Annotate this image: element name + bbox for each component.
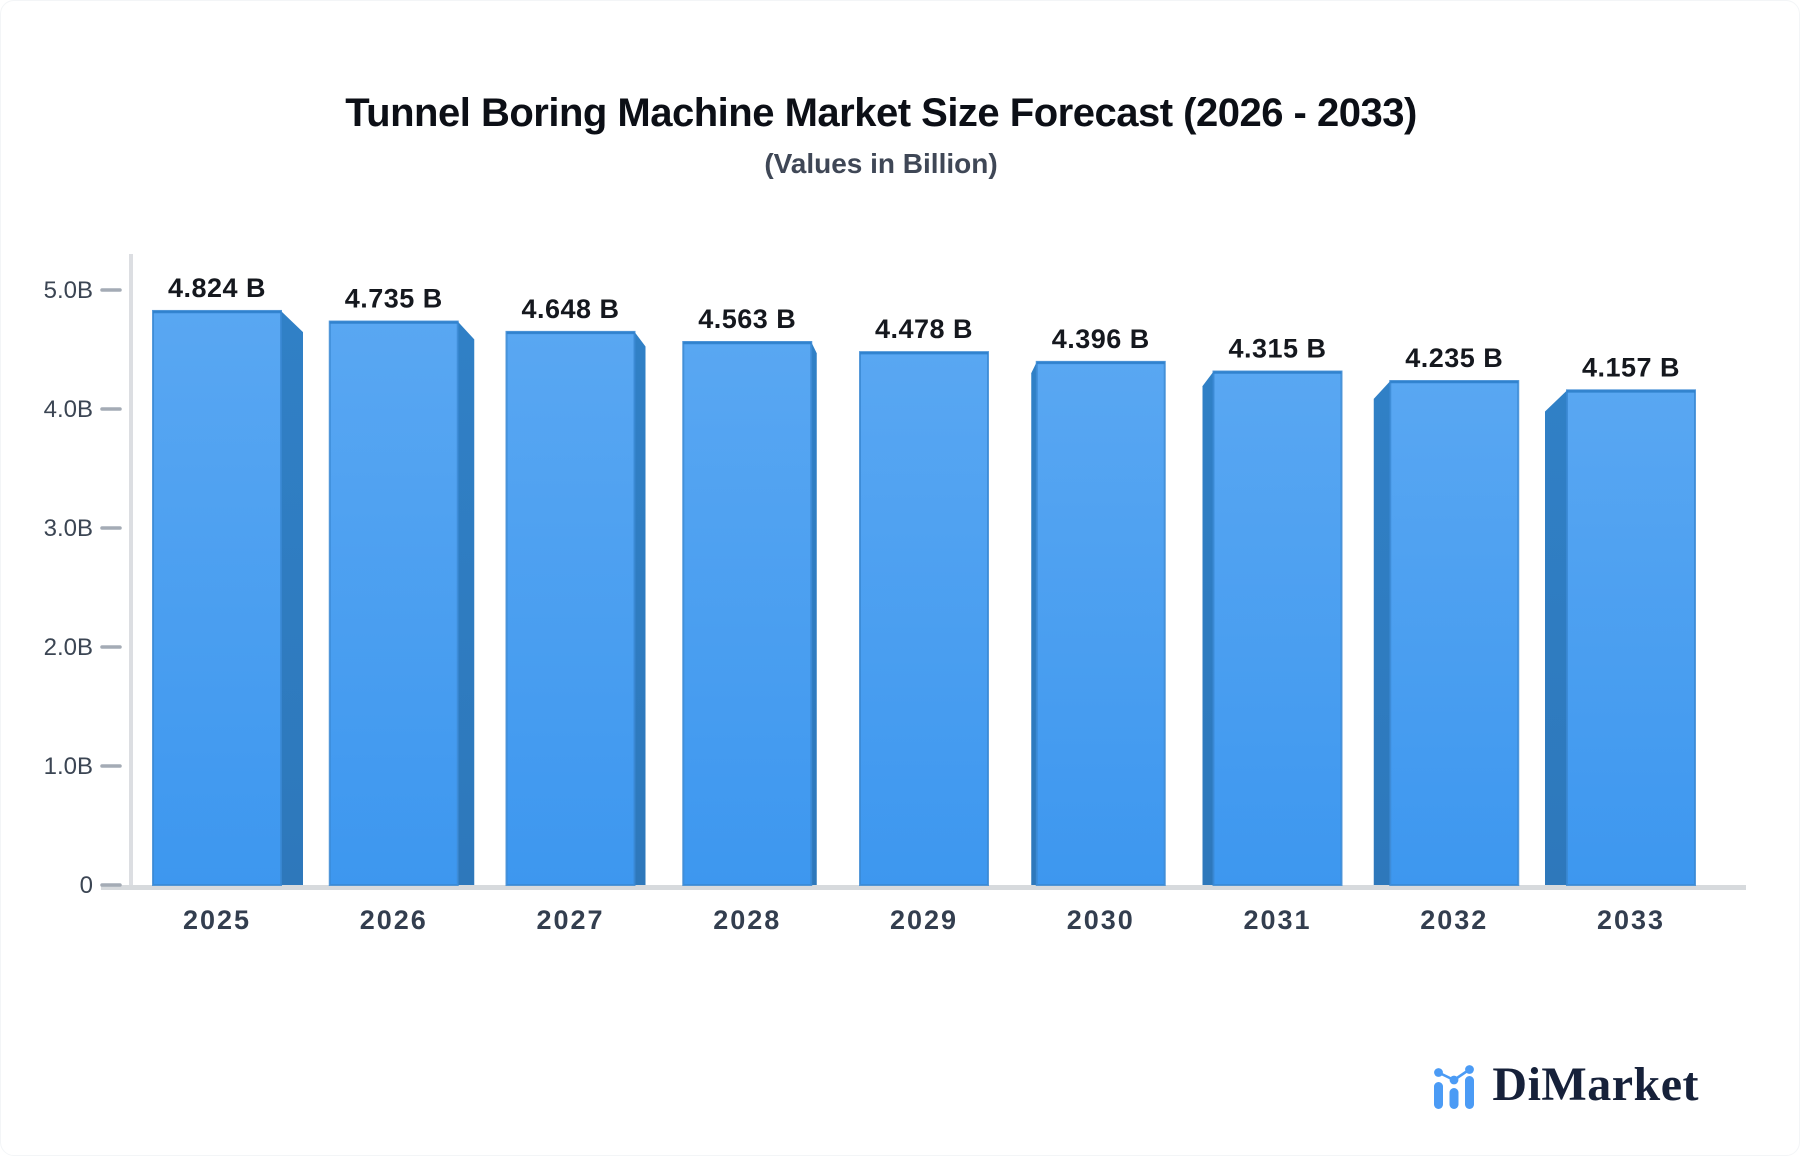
x-axis-label-2026: 2026 — [360, 905, 428, 935]
brand-logo: DiMarket — [1432, 1061, 1699, 1109]
x-axis-label-2033: 2033 — [1597, 905, 1665, 935]
bar-group-2027: 4.648 B 2027 — [507, 294, 646, 935]
bar-2031[interactable] — [1214, 372, 1342, 885]
bar-side-2033 — [1545, 390, 1567, 885]
x-axis-label-2025: 2025 — [183, 905, 251, 935]
y-tick-label-4.0B: 4.0B — [44, 396, 93, 423]
x-axis-label-2030: 2030 — [1067, 905, 1135, 935]
x-axis-label-2027: 2027 — [536, 905, 604, 935]
y-tick-label-5.0B: 5.0B — [44, 277, 93, 304]
bar-value-label-2031: 4.315 B — [1228, 334, 1326, 364]
bar-value-label-2032: 4.235 B — [1405, 343, 1503, 373]
bar-group-2030: 4.396 B 2030 — [1031, 324, 1165, 935]
bar-group-2031: 4.315 B 2031 — [1203, 334, 1342, 935]
bar-group-2025: 4.824 B 2025 — [153, 273, 303, 935]
bar-value-label-2028: 4.563 B — [698, 304, 796, 334]
bar-value-label-2025: 4.824 B — [168, 273, 266, 303]
bar-value-label-2033: 4.157 B — [1582, 352, 1680, 382]
bar-group-2028: 4.563 B 2028 — [683, 304, 817, 935]
x-axis-label-2032: 2032 — [1420, 905, 1488, 935]
bar-2029[interactable] — [860, 352, 988, 885]
bar-2030[interactable] — [1037, 362, 1165, 885]
bar-2028[interactable] — [683, 342, 811, 885]
y-tick-label-1.0B: 1.0B — [44, 753, 93, 780]
brand-name: DiMarket — [1492, 1061, 1699, 1109]
bar-2025[interactable] — [153, 311, 281, 885]
bar-chart-logo-icon — [1432, 1065, 1478, 1109]
bar-value-label-2030: 4.396 B — [1052, 324, 1150, 354]
bar-side-2025 — [281, 311, 303, 885]
bar-side-2027 — [635, 332, 646, 885]
y-tick-label-2.0B: 2.0B — [44, 634, 93, 661]
bar-value-label-2026: 4.735 B — [345, 284, 443, 314]
bar-value-label-2027: 4.648 B — [521, 294, 619, 324]
x-axis-label-2031: 2031 — [1243, 905, 1311, 935]
y-tick-label-0: 0 — [80, 872, 93, 899]
bar-2033[interactable] — [1567, 390, 1695, 885]
bar-2032[interactable] — [1390, 381, 1518, 885]
bar-value-label-2029: 4.478 B — [875, 314, 973, 344]
x-axis-label-2028: 2028 — [713, 905, 781, 935]
bar-group-2026: 4.735 B 2026 — [330, 284, 475, 935]
x-axis-label-2029: 2029 — [890, 905, 958, 935]
y-tick-label-3.0B: 3.0B — [44, 515, 93, 542]
bar-side-2026 — [458, 322, 475, 885]
bar-2026[interactable] — [330, 322, 458, 885]
bar-side-2031 — [1203, 372, 1214, 885]
bar-group-2033: 4.157 B 2033 — [1545, 352, 1695, 935]
bar-2027[interactable] — [507, 332, 635, 885]
bar-group-2029: 4.478 B 2029 — [860, 314, 988, 935]
bar-side-2032 — [1374, 381, 1391, 885]
bar-group-2032: 4.235 B 2032 — [1374, 343, 1519, 935]
